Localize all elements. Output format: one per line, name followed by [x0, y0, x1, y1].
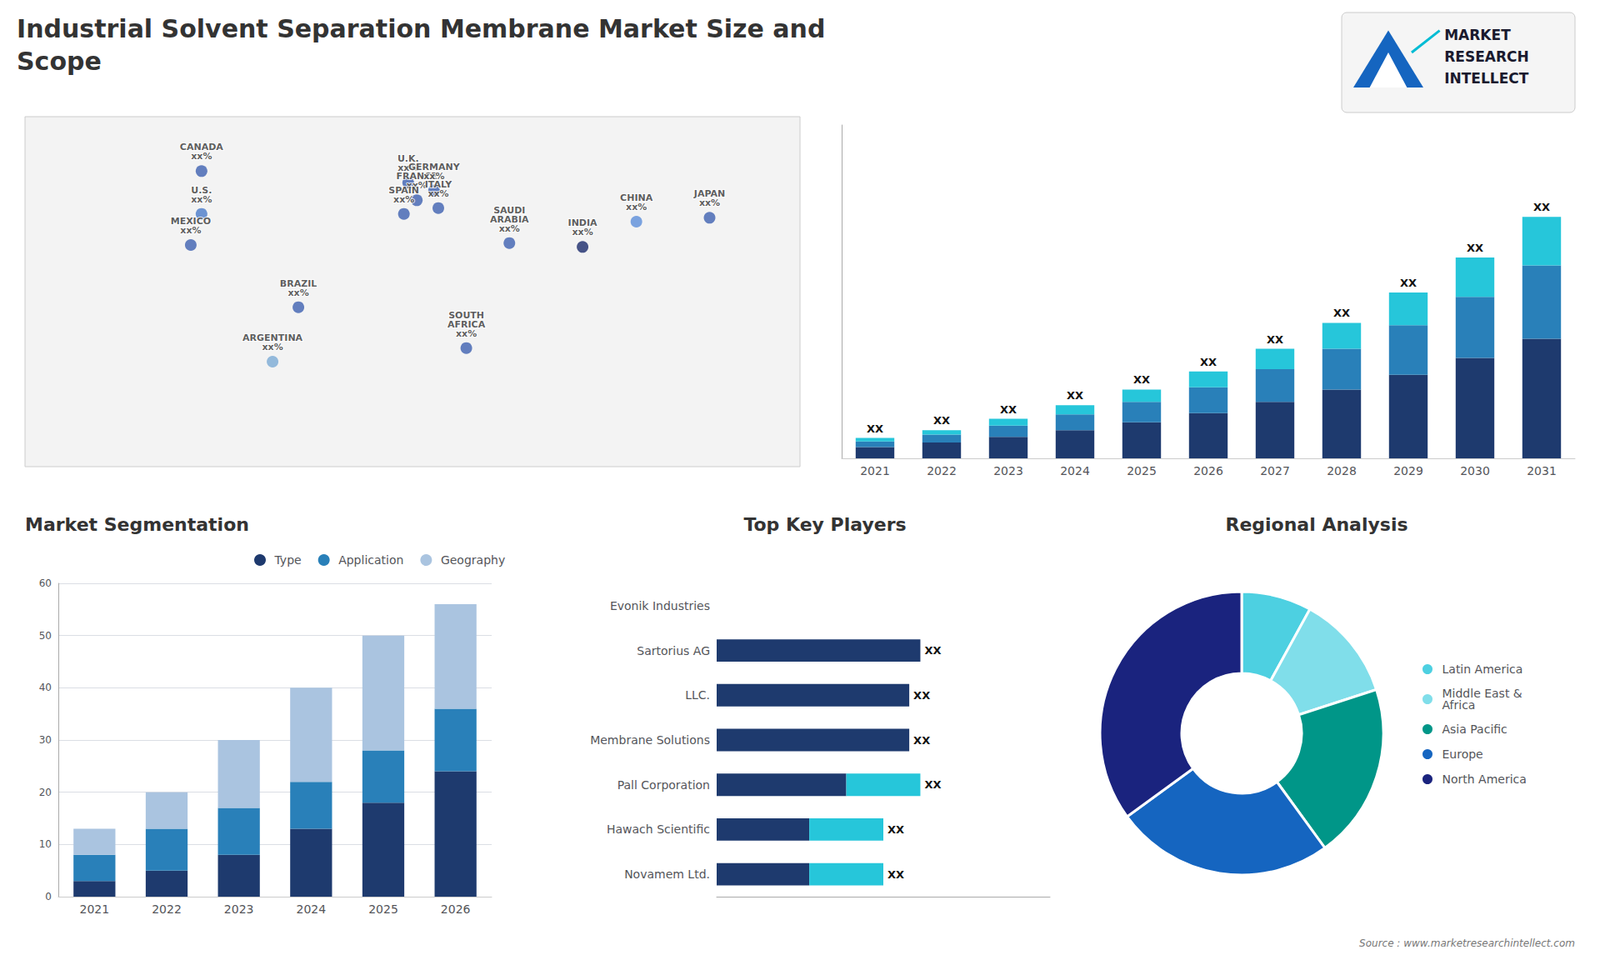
- svg-text:XX: XX: [887, 868, 905, 881]
- svg-text:North America: North America: [1442, 772, 1527, 786]
- svg-text:Asia Pacific: Asia Pacific: [1442, 722, 1508, 736]
- svg-text:2024: 2024: [296, 902, 327, 916]
- svg-text:2025: 2025: [368, 902, 399, 916]
- svg-text:Market Segmentation: Market Segmentation: [25, 514, 250, 535]
- svg-text:2022: 2022: [151, 902, 182, 916]
- svg-text:SPAIN: SPAIN: [388, 184, 420, 196]
- svg-text:XX: XX: [924, 644, 941, 657]
- svg-text:SAUDI: SAUDI: [493, 204, 526, 216]
- svg-text:xx%: xx%: [699, 197, 720, 209]
- svg-text:XX: XX: [1200, 355, 1217, 369]
- svg-text:XX: XX: [1400, 276, 1417, 290]
- svg-text:LLC.: LLC.: [685, 688, 710, 702]
- svg-text:2021: 2021: [860, 464, 890, 478]
- svg-text:xx%: xx%: [287, 287, 309, 299]
- svg-text:INDIA: INDIA: [568, 217, 598, 229]
- svg-text:2021: 2021: [80, 902, 110, 916]
- svg-text:Hawach Scientific: Hawach Scientific: [606, 822, 710, 836]
- svg-text:XX: XX: [1466, 241, 1484, 255]
- svg-text:xx%: xx%: [427, 188, 449, 200]
- svg-text:XX: XX: [1533, 200, 1550, 214]
- svg-text:XX: XX: [1000, 403, 1017, 416]
- svg-text:Type: Type: [274, 553, 302, 567]
- svg-text:ITALY: ITALY: [424, 178, 452, 190]
- svg-text:xx%: xx%: [455, 328, 477, 340]
- svg-text:XX: XX: [866, 422, 884, 435]
- svg-text:xx%: xx%: [180, 225, 201, 236]
- svg-text:Europe: Europe: [1442, 747, 1484, 761]
- svg-text:U.S.: U.S.: [191, 184, 212, 196]
- svg-text:XX: XX: [1333, 306, 1350, 320]
- svg-text:XX: XX: [1133, 373, 1150, 386]
- svg-text:60: 60: [39, 577, 52, 590]
- svg-text:CANADA: CANADA: [179, 141, 224, 153]
- svg-text:Middle East &: Middle East &: [1442, 686, 1523, 700]
- svg-text:xx%: xx%: [423, 170, 445, 182]
- svg-text:xx%: xx%: [393, 194, 415, 205]
- svg-text:xx%: xx%: [190, 194, 212, 205]
- svg-text:XX: XX: [887, 823, 905, 836]
- svg-text:XX: XX: [1066, 389, 1084, 402]
- svg-text:50: 50: [39, 630, 52, 642]
- svg-text:XX: XX: [913, 689, 930, 702]
- svg-text:Industrial Solvent Separation: Industrial Solvent Separation Membrane M…: [16, 14, 825, 44]
- svg-text:Geography: Geography: [440, 553, 505, 567]
- svg-text:SOUTH: SOUTH: [448, 309, 485, 321]
- svg-text:GERMANY: GERMANY: [408, 161, 460, 173]
- svg-text:2031: 2031: [1526, 464, 1557, 478]
- svg-text:BRAZIL: BRAZIL: [279, 278, 317, 289]
- svg-text:xx%: xx%: [571, 226, 593, 238]
- svg-text:MEXICO: MEXICO: [170, 215, 211, 227]
- svg-text:JAPAN: JAPAN: [694, 188, 726, 200]
- svg-text:2025: 2025: [1126, 464, 1157, 478]
- svg-text:XX: XX: [913, 734, 930, 747]
- svg-text:2026: 2026: [1193, 464, 1224, 478]
- svg-text:10: 10: [39, 838, 52, 850]
- svg-text:INTELLECT: INTELLECT: [1444, 70, 1530, 87]
- svg-text:2023: 2023: [224, 902, 255, 916]
- svg-text:AFRICA: AFRICA: [447, 318, 486, 330]
- svg-text:U.K.: U.K.: [397, 153, 419, 165]
- svg-text:Scope: Scope: [16, 46, 102, 76]
- svg-text:2029: 2029: [1393, 464, 1424, 478]
- svg-text:ARABIA: ARABIA: [490, 213, 529, 225]
- svg-text:Pall Corporation: Pall Corporation: [617, 778, 710, 792]
- svg-text:ARGENTINA: ARGENTINA: [242, 332, 303, 344]
- svg-text:20: 20: [39, 786, 52, 799]
- svg-text:Regional Analysis: Regional Analysis: [1225, 514, 1408, 535]
- svg-text:xx%: xx%: [499, 223, 520, 235]
- svg-text:xx%: xx%: [625, 201, 647, 213]
- svg-text:40: 40: [39, 681, 52, 694]
- svg-text:xx%: xx%: [261, 341, 283, 353]
- svg-text:Latin America: Latin America: [1442, 662, 1524, 676]
- svg-text:2027: 2027: [1260, 464, 1290, 478]
- svg-text:Sartorius AG: Sartorius AG: [636, 644, 710, 658]
- svg-text:30: 30: [39, 734, 52, 746]
- svg-text:2026: 2026: [440, 902, 471, 916]
- svg-text:RESEARCH: RESEARCH: [1444, 48, 1530, 65]
- svg-text:XX: XX: [1266, 333, 1284, 346]
- svg-text:0: 0: [45, 890, 52, 903]
- svg-text:Top Key Players: Top Key Players: [743, 514, 906, 535]
- svg-text:Novamem Ltd.: Novamem Ltd.: [624, 867, 710, 881]
- svg-text:Source : www.marketresearchint: Source : www.marketresearchintellect.com: [1359, 937, 1575, 950]
- svg-text:CHINA: CHINA: [620, 192, 653, 204]
- svg-text:2023: 2023: [993, 464, 1024, 478]
- svg-text:2024: 2024: [1060, 464, 1090, 478]
- svg-text:XX: XX: [933, 414, 950, 427]
- svg-text:Evonik Industries: Evonik Industries: [610, 599, 710, 613]
- svg-text:Africa: Africa: [1442, 698, 1476, 712]
- svg-text:MARKET: MARKET: [1444, 26, 1511, 44]
- svg-text:XX: XX: [924, 778, 941, 791]
- svg-text:2028: 2028: [1326, 464, 1357, 478]
- svg-text:2030: 2030: [1460, 464, 1490, 478]
- svg-text:Membrane Solutions: Membrane Solutions: [590, 733, 710, 747]
- svg-text:xx%: xx%: [190, 150, 212, 162]
- svg-text:Application: Application: [338, 553, 404, 567]
- svg-text:2022: 2022: [926, 464, 957, 478]
